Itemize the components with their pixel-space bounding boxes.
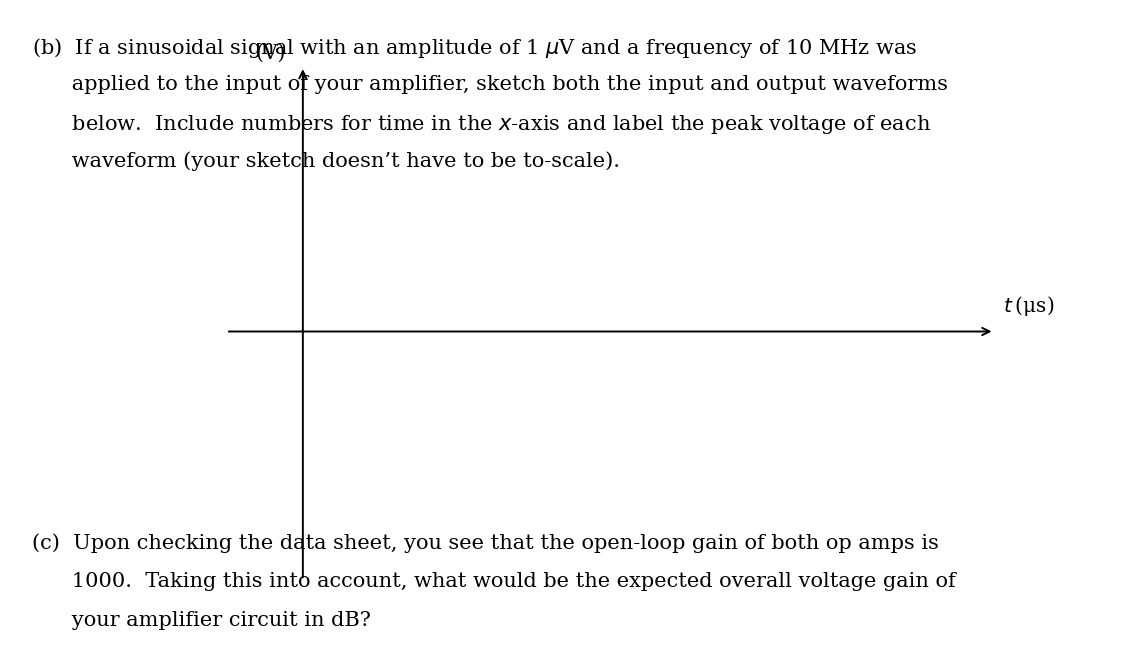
Text: your amplifier circuit in dB?: your amplifier circuit in dB? (32, 611, 371, 630)
Text: waveform (your sketch doesn’t have to be to-scale).: waveform (your sketch doesn’t have to be… (32, 152, 619, 172)
Text: 1000.  Taking this into account, what would be the expected overall voltage gain: 1000. Taking this into account, what wou… (32, 572, 955, 591)
Text: applied to the input of your amplifier, sketch both the input and output wavefor: applied to the input of your amplifier, … (32, 75, 948, 94)
Text: (b)  If a sinusoidal signal with an amplitude of 1 $\mu$V and a frequency of 10 : (b) If a sinusoidal signal with an ampli… (32, 36, 918, 60)
Text: below.  Include numbers for time in the $x$-axis and label the peak voltage of e: below. Include numbers for time in the $… (32, 113, 931, 137)
Text: $t$ (μs): $t$ (μs) (1003, 294, 1055, 318)
Text: (c)  Upon checking the data sheet, you see that the open-loop gain of both op am: (c) Upon checking the data sheet, you se… (32, 534, 939, 554)
Text: (V): (V) (255, 44, 286, 63)
